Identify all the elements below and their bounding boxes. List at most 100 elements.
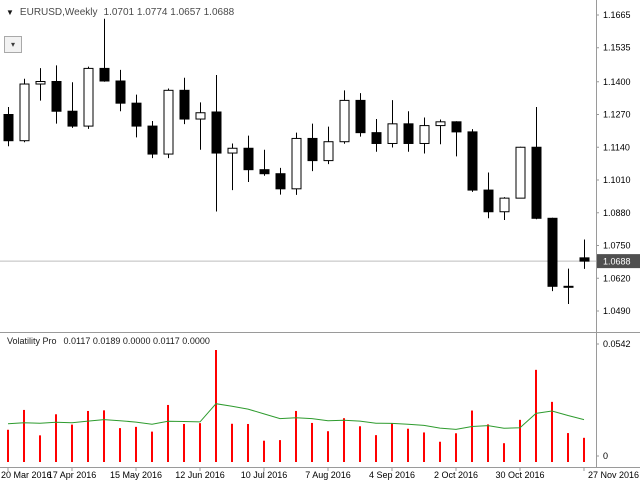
- price-tick-label: 1.1665: [603, 10, 631, 20]
- candle-body: [115, 80, 126, 104]
- candle-body: [259, 169, 270, 175]
- volatility-bar: [263, 440, 265, 462]
- volatility-bar: [231, 423, 233, 462]
- candle-body: [355, 99, 366, 134]
- date-tick-label: 4 Sep 2016: [369, 470, 415, 480]
- volatility-bar: [583, 437, 585, 462]
- candle-body: [179, 89, 190, 120]
- price-tick-label: 1.0620: [603, 273, 631, 283]
- volatility-bar: [455, 433, 457, 462]
- price-tick-label: 1.0880: [603, 208, 631, 218]
- candle-body: [131, 102, 142, 127]
- volatility-bar: [391, 423, 393, 462]
- date-tick-label: 20 Mar 2016: [1, 470, 52, 480]
- candle-body: [67, 110, 78, 127]
- date-tick-label: 2 Oct 2016: [434, 470, 478, 480]
- price-tick-label: 1.1140: [603, 142, 630, 152]
- chart-title: ▼ EURUSD,Weekly 1.0701 1.0774 1.0657 1.0…: [6, 7, 234, 18]
- candle-body: [291, 137, 302, 190]
- volatility-bar: [327, 431, 329, 462]
- date-tick-label: 27 Nov 2016: [588, 470, 639, 480]
- volatility-bar: [567, 433, 569, 462]
- volatility-bar: [215, 350, 217, 462]
- candle-body: [275, 173, 286, 190]
- date-tick-label: 17 Apr 2016: [48, 470, 97, 480]
- volatility-bar: [343, 418, 345, 462]
- volatility-bar: [7, 429, 9, 462]
- volatility-bar: [295, 410, 297, 462]
- volatility-bar: [359, 426, 361, 462]
- volatility-bar: [551, 401, 553, 462]
- candle-body: [563, 285, 574, 288]
- date-tick-label: 15 May 2016: [110, 470, 162, 480]
- volatility-bar: [55, 414, 57, 462]
- date-tick-label: 30 Oct 2016: [495, 470, 544, 480]
- candle-body: [403, 123, 414, 144]
- volatility-bar: [135, 426, 137, 462]
- indicator-tick-label: 0.0542: [603, 339, 631, 349]
- candle-body: [435, 121, 446, 127]
- volatility-bar: [439, 441, 441, 462]
- candle-body: [467, 131, 478, 191]
- price-tick-label: 1.1010: [603, 175, 631, 185]
- volatility-bar: [375, 435, 377, 462]
- price-tick-label: 1.1400: [603, 77, 631, 87]
- candle-body: [35, 81, 46, 85]
- candle-body: [483, 189, 494, 213]
- candle-body: [451, 121, 462, 133]
- date-tick-label: 7 Aug 2016: [305, 470, 351, 480]
- candle-body: [371, 132, 382, 144]
- volatility-bar: [199, 423, 201, 462]
- symbol-marker-icon: ▼: [6, 7, 14, 17]
- volatility-bar: [247, 423, 249, 462]
- volatility-bar: [87, 410, 89, 462]
- candle-body: [323, 141, 334, 162]
- volatility-bar: [151, 431, 153, 462]
- candle-body: [83, 67, 94, 127]
- indicator-label: Volatility Pro 0.0117 0.0189 0.0000 0.01…: [7, 336, 210, 346]
- candle-body: [243, 147, 254, 171]
- date-tick-label: 10 Jul 2016: [241, 470, 288, 480]
- volatility-histogram: [7, 350, 585, 462]
- ohlc-quote-label: 1.0701 1.0774 1.0657 1.0688: [103, 7, 235, 18]
- volatility-bar: [407, 428, 409, 462]
- price-axis[interactable]: 1.1665 1.1535 1.1400 1.1270 1.1140 1.1010 1.08…: [596, 10, 631, 316]
- volatility-bar: [519, 419, 521, 462]
- candle-body: [547, 217, 558, 287]
- volatility-bar: [103, 410, 105, 462]
- volatility-bar: [279, 440, 281, 462]
- candle-body: [3, 114, 14, 142]
- candle-body: [515, 146, 526, 199]
- candle-body: [147, 125, 158, 155]
- bid-price-badge: [597, 254, 640, 269]
- symbol-timeframe-label: EURUSD,Weekly: [19, 7, 98, 18]
- candle-body: [19, 83, 30, 142]
- price-tick-label: 1.1270: [603, 110, 631, 120]
- candle-body: [387, 123, 398, 144]
- candle-body: [211, 111, 222, 154]
- volatility-average-line: [7, 403, 585, 430]
- candle-body: [227, 147, 238, 154]
- volatility-bar: [183, 423, 185, 462]
- one-click-trading-button[interactable]: ▾: [4, 36, 22, 53]
- volatility-bar: [471, 410, 473, 462]
- price-tick-label: 1.0490: [603, 306, 631, 316]
- candle-body: [195, 112, 206, 120]
- candle-body: [499, 197, 510, 213]
- volatility-bar: [71, 424, 73, 462]
- volatility-bar: [487, 424, 489, 462]
- candle-body: [579, 257, 590, 262]
- volatility-bar: [423, 432, 425, 462]
- indicator-axis[interactable]: 0.0542 0: [596, 339, 631, 461]
- candle-body: [531, 146, 542, 219]
- candles-layer: [3, 18, 590, 304]
- bid-price-badge-label: 1.0688: [603, 257, 631, 267]
- candle-body: [163, 89, 174, 155]
- volatility-bar: [503, 443, 505, 462]
- candle-body: [307, 137, 318, 162]
- candle-body: [51, 81, 62, 112]
- volatility-bar: [39, 435, 41, 462]
